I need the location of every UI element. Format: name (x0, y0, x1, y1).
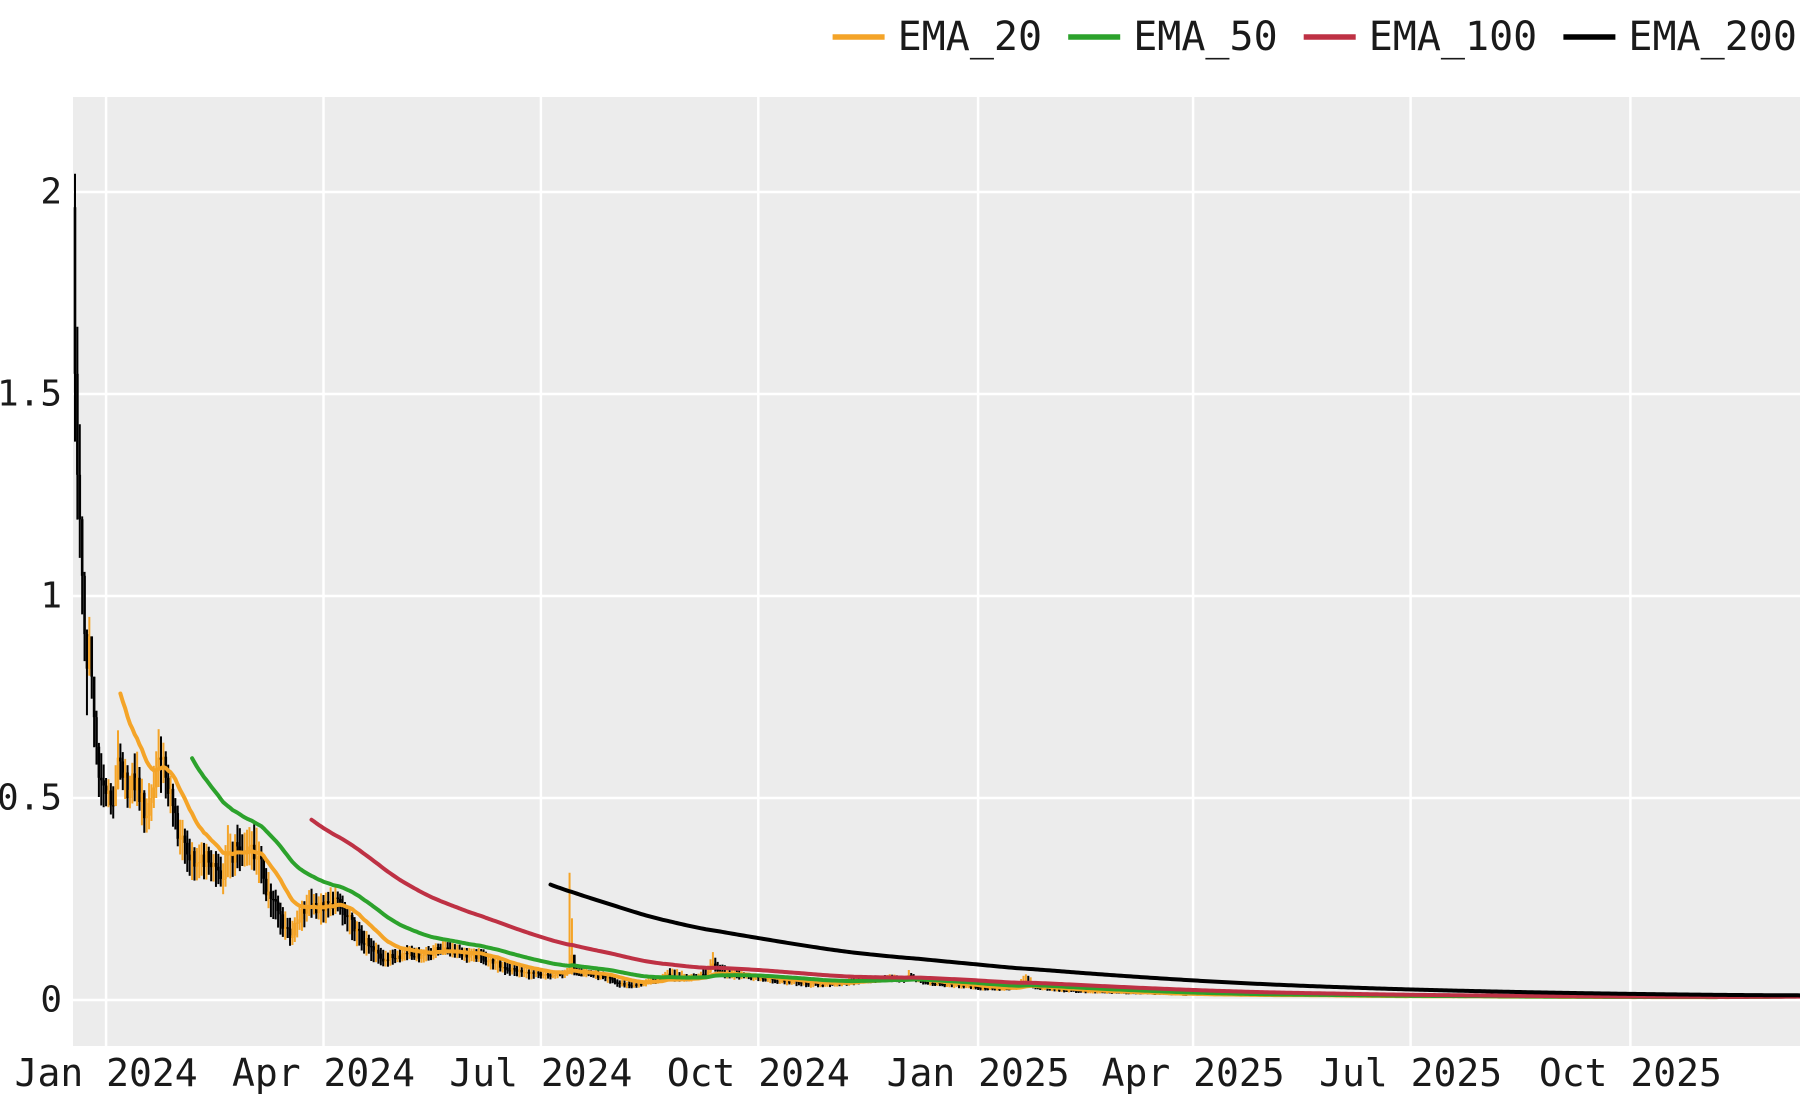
y-tick-label: 1 (40, 576, 62, 617)
x-tick-label: Oct 2025 (1539, 1051, 1722, 1095)
y-tick-label: 0.5 (0, 778, 62, 819)
legend-label-ema-100: EMA_100 (1369, 14, 1538, 60)
x-tick-label: Apr 2024 (232, 1051, 415, 1095)
y-tick-label: 0 (40, 980, 62, 1021)
legend-label-ema-200: EMA_200 (1628, 14, 1797, 60)
x-tick-label: Apr 2025 (1102, 1051, 1285, 1095)
x-tick-label: Jan 2024 (15, 1051, 198, 1095)
x-tick-label: Jul 2024 (449, 1051, 632, 1095)
y-tick-label: 1.5 (0, 374, 62, 415)
y-tick-label: 2 (40, 172, 62, 213)
x-tick-label: Oct 2024 (667, 1051, 850, 1095)
x-tick-label: Jul 2025 (1319, 1051, 1502, 1095)
legend-label-ema-50: EMA_50 (1133, 14, 1278, 60)
x-tick-label: Jan 2025 (887, 1051, 1070, 1095)
legend-label-ema-20: EMA_20 (898, 14, 1043, 60)
